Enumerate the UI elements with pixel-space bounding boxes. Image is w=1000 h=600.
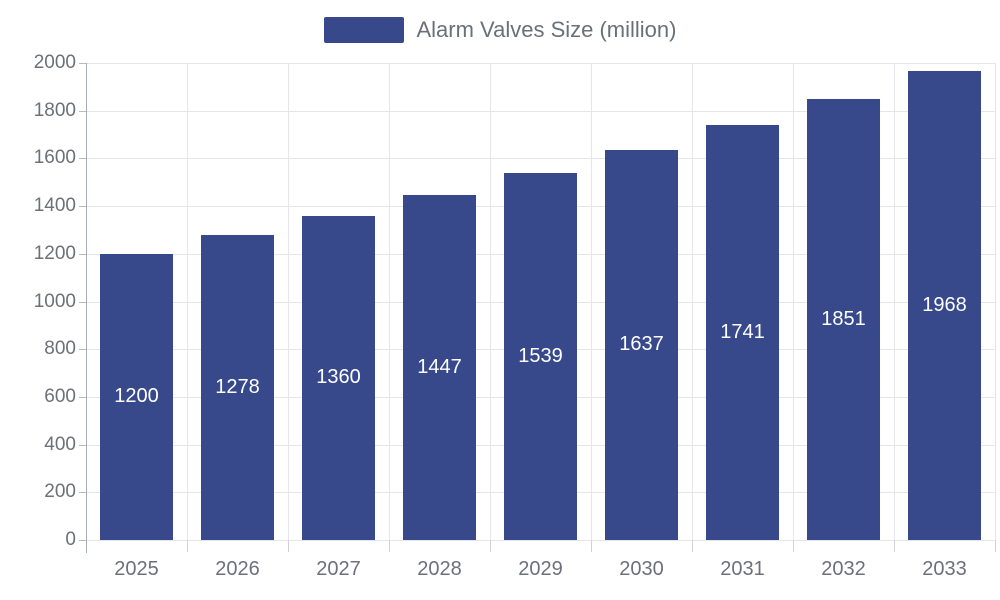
gridline-vertical: [187, 63, 188, 540]
y-axis-tick: [79, 158, 86, 160]
gridline-horizontal: [86, 110, 995, 112]
x-axis-tick: [692, 540, 693, 552]
y-axis-tick-label: 400: [44, 433, 76, 455]
x-axis-tick: [591, 540, 592, 552]
x-axis-tick: [793, 540, 794, 552]
y-axis-tick: [79, 349, 86, 351]
x-axis-tick-label: 2032: [821, 558, 866, 580]
bar-value-label: 1637: [619, 333, 664, 356]
bar-2026[interactable]: 1278: [201, 235, 274, 540]
y-axis-tick-label: 1000: [33, 290, 76, 312]
y-axis-tick-label: 800: [44, 338, 76, 360]
y-axis-tick-label: 1600: [33, 147, 76, 169]
x-axis-tick-label: 2027: [316, 558, 361, 580]
bar-value-label: 1447: [417, 355, 462, 378]
y-axis-tick: [79, 540, 86, 541]
x-axis-tick: [490, 540, 491, 552]
y-axis-tick: [79, 444, 86, 446]
plot-area: 1200 1278 1360 1447 1539 1637 1741 1851 1968: [86, 63, 996, 541]
bar-2027[interactable]: 1360: [302, 215, 375, 540]
y-axis-tick-label: 200: [44, 481, 76, 503]
legend-swatch-icon: [323, 17, 404, 43]
x-axis-tick-label: 2028: [417, 558, 462, 580]
y-axis-tick-label: 0: [65, 529, 76, 550]
bar-2028[interactable]: 1447: [403, 194, 476, 540]
x-axis-tick-label: 2029: [518, 558, 563, 580]
gridline-vertical: [490, 63, 491, 540]
y-axis-tick: [79, 63, 86, 64]
y-axis-tick: [79, 206, 86, 208]
gridline-horizontal: [86, 540, 995, 541]
x-axis-tick: [288, 540, 289, 552]
x-axis-tick: [389, 540, 390, 552]
gridline-vertical: [389, 63, 390, 540]
gridline-vertical: [995, 63, 996, 540]
gridline-vertical: [591, 63, 592, 540]
gridline-vertical: [692, 63, 693, 540]
y-axis-tick: [79, 396, 86, 398]
x-axis-tick-label: 2026: [215, 558, 260, 580]
y-axis-tick: [79, 301, 86, 303]
bar-2032[interactable]: 1851: [807, 98, 880, 540]
y-axis-tick: [79, 253, 86, 255]
y-axis-tick-label: 1800: [33, 99, 76, 121]
bar-value-label: 1851: [821, 307, 866, 330]
bar-value-label: 1539: [518, 344, 563, 367]
y-axis-tick: [79, 492, 86, 494]
gridline-horizontal: [86, 158, 995, 160]
y-axis-tick-label: 2000: [33, 52, 76, 73]
x-axis-tick: [995, 540, 996, 552]
bar-value-label: 1741: [720, 320, 765, 343]
bar-value-label: 1278: [215, 376, 260, 399]
gridline-vertical: [288, 63, 289, 540]
x-axis-tick: [894, 540, 895, 552]
gridline-vertical: [793, 63, 794, 540]
y-axis-tick-label: 1200: [33, 242, 76, 264]
bar-2029[interactable]: 1539: [504, 172, 577, 540]
x-axis-tick-label: 2033: [922, 558, 967, 580]
bar-2025[interactable]: 1200: [100, 253, 173, 540]
x-axis-tick-label: 2030: [619, 558, 664, 580]
x-axis-tick: [187, 540, 188, 552]
bar-2030[interactable]: 1637: [605, 149, 678, 540]
bar-2031[interactable]: 1741: [706, 124, 779, 540]
gridline-vertical: [894, 63, 895, 540]
legend[interactable]: Alarm Valves Size (million): [0, 17, 1000, 43]
x-axis-tick-label: 2031: [720, 558, 765, 580]
x-axis-tick-label: 2025: [114, 558, 159, 580]
y-axis-line: [86, 63, 87, 553]
gridline-horizontal: [86, 63, 995, 64]
bar-2033[interactable]: 1968: [908, 70, 981, 540]
bar-value-label: 1968: [922, 293, 967, 316]
legend-label: Alarm Valves Size (million): [416, 17, 677, 42]
y-axis-tick: [79, 110, 86, 112]
bar-value-label: 1200: [114, 385, 159, 408]
y-axis-tick-label: 600: [44, 385, 76, 407]
y-axis-tick-label: 1400: [33, 195, 76, 217]
bar-value-label: 1360: [316, 366, 361, 389]
